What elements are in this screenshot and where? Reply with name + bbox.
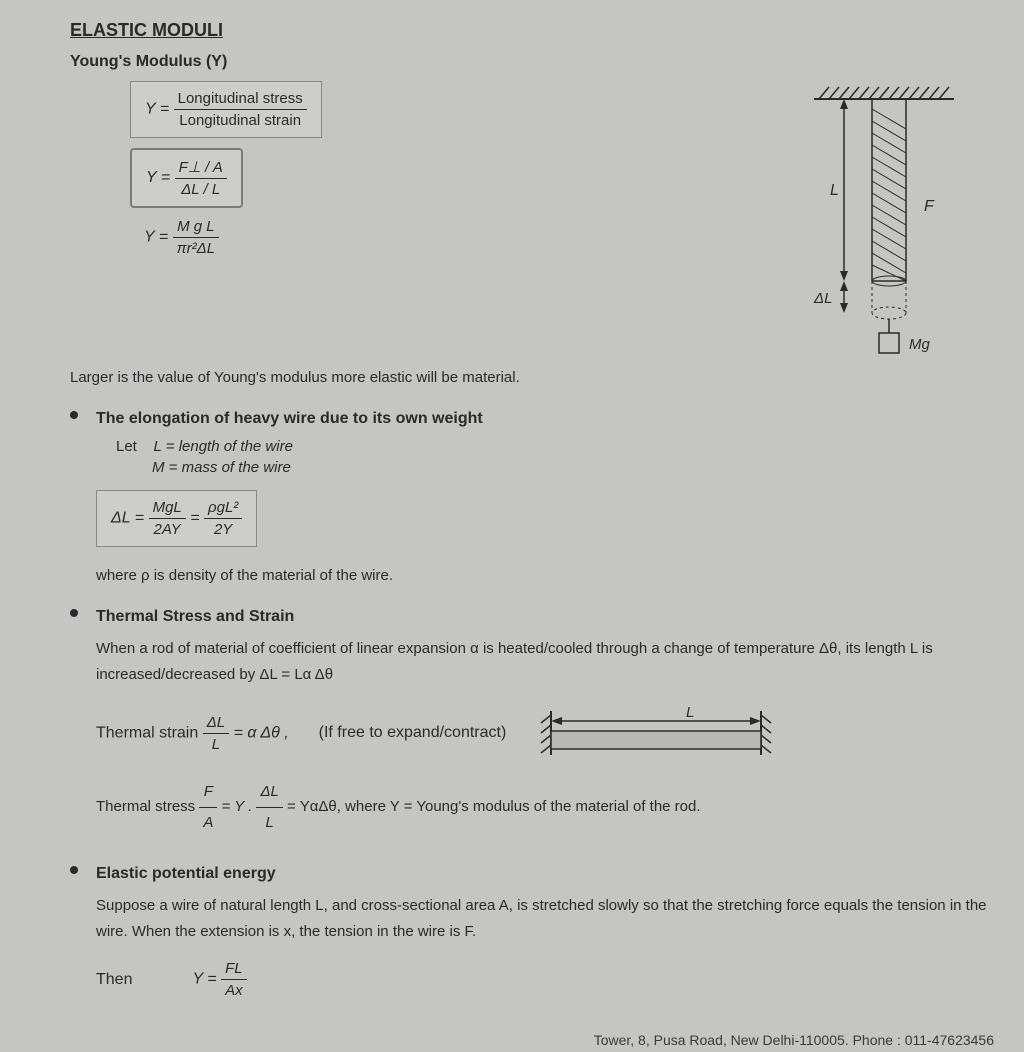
bullet-icon (70, 411, 78, 419)
young-content-row: Y = Longitudinal stress Longitudinal str… (70, 81, 994, 361)
thermal-heading: Thermal Stress and Strain (96, 608, 994, 626)
stress-rhs: = YαΔθ, where Y = Young's modulus of the… (287, 798, 701, 815)
then-label: Then (96, 971, 132, 989)
strain-rhs: = α Δθ , (234, 724, 289, 741)
formula-num: F (199, 779, 217, 808)
def-L: L = length of the wire (154, 438, 293, 455)
formula-y-mgl: Y = M g L πr²ΔL (130, 218, 724, 257)
elongation-section: The elongation of heavy wire due to its … (70, 404, 994, 602)
formula-num: Longitudinal stress (174, 90, 307, 110)
thermal-section: Thermal Stress and Strain When a rod of … (70, 602, 994, 841)
elongation-note: where ρ is density of the material of th… (96, 567, 994, 584)
rod-svg: L (536, 703, 776, 763)
formula-lhs: Y = (146, 169, 175, 186)
def-let-L: Let L = length of the wire (96, 438, 994, 455)
page-title: ELASTIC MODULI (70, 20, 994, 41)
strain-label: Thermal strain (96, 724, 203, 741)
formula-den: 2Y (204, 519, 242, 538)
formula-num: F⊥ / A (175, 158, 227, 179)
formula-num: M g L (173, 218, 219, 238)
formula-lhs: Y = (144, 229, 173, 246)
diagram-label-F: F (924, 198, 935, 215)
let-label: Let (116, 438, 137, 455)
formula-den: Longitudinal strain (174, 110, 307, 129)
thermal-strain-row: Thermal strain ΔL L = α Δθ , (If free to… (96, 703, 994, 763)
formula-num: FL (221, 960, 247, 980)
formula-den: Ax (221, 980, 247, 999)
wire-diagram: L F ΔL Mg (754, 81, 994, 361)
formula-y-definition: Y = Longitudinal stress Longitudinal str… (130, 81, 322, 138)
elongation-heading: The elongation of heavy wire due to its … (96, 410, 994, 428)
page-footer: Tower, 8, Pusa Road, New Delhi-110005. P… (594, 1032, 994, 1048)
def-M: M = mass of the wire (96, 459, 994, 476)
formula-den: A (199, 808, 217, 836)
potential-para: Suppose a wire of natural length L, and … (96, 893, 994, 944)
bullet-icon (70, 866, 78, 874)
formula-den: πr²ΔL (173, 238, 219, 257)
young-note: Larger is the value of Young's modulus m… (70, 369, 994, 386)
diagram-label-Mg: Mg (909, 336, 930, 353)
formula-y-ratio: Y = F⊥ / A ΔL / L (130, 148, 243, 208)
rod-diagram: L (536, 703, 776, 763)
formula-den: L (203, 734, 229, 753)
thermal-strain: Thermal strain ΔL L = α Δθ , (96, 714, 289, 753)
wire-svg: L F ΔL Mg (754, 81, 994, 361)
stress-label: Thermal stress (96, 798, 199, 815)
young-formulas: Y = Longitudinal stress Longitudinal str… (70, 81, 724, 267)
diagram-label-dL: ΔL (813, 290, 832, 307)
formula-lhs: Y = (145, 101, 174, 118)
formula-den: ΔL / L (175, 179, 227, 198)
free-note: (If free to expand/contract) (319, 724, 507, 742)
formula-lhs: Y = (192, 971, 221, 988)
potential-formula-row: Then Y = FL Ax (96, 960, 994, 999)
formula-den: 2AY (149, 519, 186, 538)
formula-num: MgL (149, 499, 186, 519)
formula-num: ρgL² (204, 499, 242, 519)
stress-mid: = Y . (222, 798, 257, 815)
formula-num: ΔL (256, 779, 282, 808)
thermal-para1: When a rod of material of coefficient of… (96, 636, 994, 687)
diagram-label-L: L (830, 182, 839, 199)
formula-den: L (256, 808, 282, 836)
potential-heading: Elastic potential energy (96, 865, 994, 883)
equals: = (190, 510, 204, 527)
young-heading: Young's Modulus (Y) (70, 53, 994, 71)
formula-lhs: ΔL = (111, 510, 149, 527)
bullet-icon (70, 609, 78, 617)
thermal-stress: Thermal stress F A = Y . ΔL L = YαΔθ, wh… (96, 779, 994, 835)
formula-num: ΔL (203, 714, 229, 734)
formula-elongation: ΔL = MgL 2AY = ρgL² 2Y (96, 490, 257, 547)
potential-section: Elastic potential energy Suppose a wire … (70, 859, 994, 999)
diagram-rod-L: L (686, 704, 694, 721)
